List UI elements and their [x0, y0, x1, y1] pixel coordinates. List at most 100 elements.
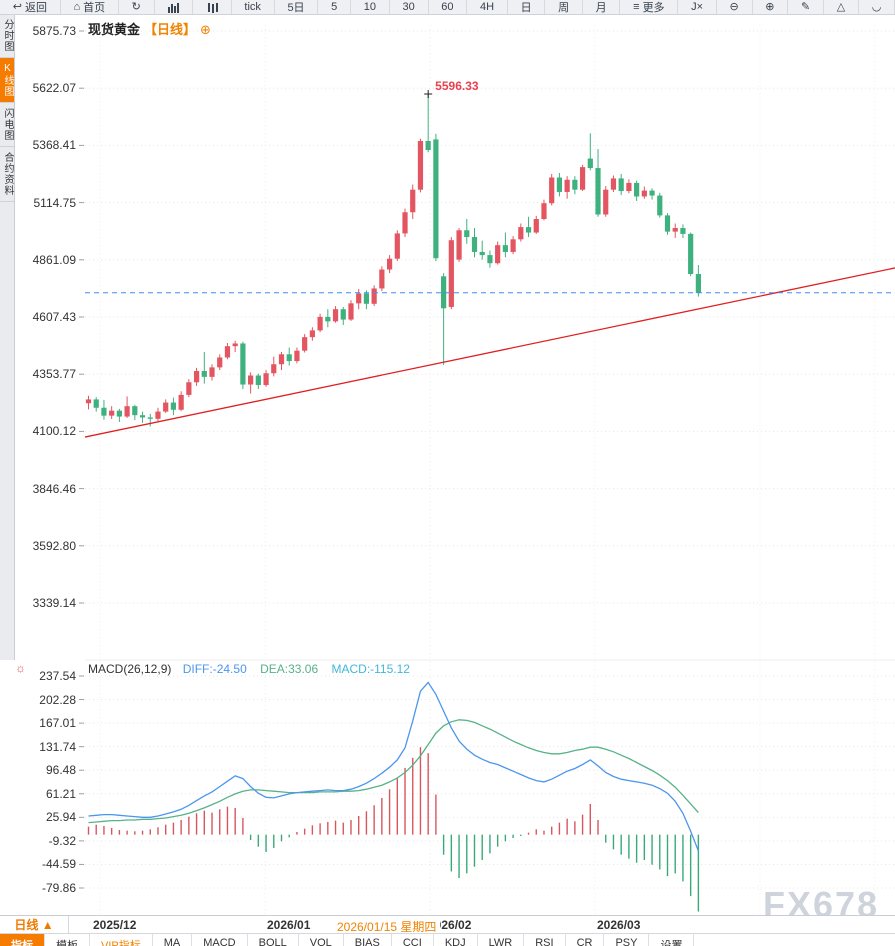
macd-axis-label: 96.48: [45, 763, 76, 778]
instrument-name: 现货黄金: [88, 22, 141, 37]
indicator-tab-BOLL[interactable]: BOLL: [248, 934, 299, 946]
date-label: 2026/01: [267, 918, 311, 932]
macd-axis-label: 167.01: [39, 716, 76, 731]
refresh-icon: ↻: [131, 1, 141, 13]
sidebar-tab-K线图[interactable]: K线图: [0, 58, 14, 103]
back-icon: ↩: [12, 1, 22, 13]
macd-macd-value: MACD:-115.12: [331, 662, 410, 676]
indicator-tab-PSY[interactable]: PSY: [604, 934, 650, 946]
toolbar-item-period-5[interactable]: 5: [318, 0, 351, 14]
toolbar-item-period-5d[interactable]: 5日: [275, 0, 319, 14]
toolbar-item-tick[interactable]: tick: [232, 0, 275, 14]
indicator-tab-CCI[interactable]: CCI: [392, 934, 434, 946]
indicator-tab-VOL[interactable]: VOL: [299, 934, 344, 946]
macd-axis-label: -79.86: [41, 881, 76, 895]
toolbar-item-draw-triangle[interactable]: △: [824, 0, 859, 14]
toolbar-item-label: 月: [595, 2, 607, 14]
sidebar-tab-合约资料[interactable]: 合约资料: [0, 147, 14, 202]
price-axis-label: 4861.09: [32, 252, 76, 267]
home-icon: ⌂: [73, 1, 81, 13]
indicator-tab-RSI[interactable]: RSI: [524, 934, 566, 946]
toolbar-item-period-month[interactable]: 月: [583, 0, 621, 14]
indicator-tab-MA[interactable]: MA: [153, 934, 193, 946]
price-axis-label: 3846.46: [32, 481, 76, 496]
toolbar-item-period-60[interactable]: 60: [429, 0, 468, 14]
period-tag: 【日线】: [144, 22, 197, 37]
toolbar-item-zoom-in[interactable]: ⊕: [753, 0, 789, 14]
toolbar-item-candlestick[interactable]: [193, 0, 232, 14]
indicator-tabs: 指标 模板 VIP指标 MA MACD BOLL VOL BIAS CCI KDJ LWR RSI CR…: [0, 933, 895, 946]
macd-axis-label: 61.21: [45, 786, 76, 801]
macd-axis-label: -9.32: [48, 833, 76, 848]
toolbar-item-zoom-out[interactable]: ⊖: [717, 0, 753, 14]
chart-title: 现货黄金 【日线】 ⊕: [88, 19, 211, 38]
toolbar-item-home[interactable]: ⌂ 首页: [61, 0, 119, 14]
macd-axis-label: -44.59: [41, 857, 76, 872]
macd-axis-label: 131.74: [39, 739, 76, 754]
more-icon: ≡: [633, 1, 640, 13]
date-label: 2026/03: [597, 918, 641, 932]
price-axis-label: 5622.07: [32, 81, 76, 96]
toolbar-item-refresh[interactable]: ↻: [119, 0, 155, 14]
high-annotation: 5596.33: [435, 79, 479, 93]
toolbar-item-period-30[interactable]: 30: [390, 0, 429, 14]
indicator-tab-CR[interactable]: CR: [566, 934, 605, 946]
toolbar-item-label: tick: [244, 1, 261, 13]
toolbar-item-label: 返回: [24, 2, 47, 14]
toolbar-item-period-4h[interactable]: 4H: [467, 0, 508, 14]
toolbar-item-label: 4H: [480, 1, 495, 13]
price-axis-label: 3592.80: [32, 538, 76, 553]
add-instrument-icon[interactable]: ⊕: [200, 22, 211, 37]
bar-chart-icon: [168, 2, 180, 13]
toolbar-item-label: 60: [441, 1, 454, 13]
price-axis-label: 3339.14: [32, 596, 76, 610]
toolbar-item-back[interactable]: ↩ 返回: [0, 0, 61, 14]
toolbar-item-indicator-fx[interactable]: J×: [678, 0, 717, 14]
toolbar: ↩ 返回 ⌂ 首页 ↻ tick 5日 5 10 30 60 4H 日周月 ≡ 更多 J× ⊖ ⊕ ✎ △ ◡: [0, 0, 895, 15]
price-axis-label: 4353.77: [32, 367, 76, 382]
sidebar-tab-闪电图[interactable]: 闪电图: [0, 103, 14, 147]
macd-axis-label: 25.94: [45, 810, 76, 825]
toolbar-item-label: 周: [558, 2, 570, 14]
macd-header: MACD(26,12,9) DIFF:-24.50 DEA:33.06 MACD…: [88, 662, 410, 676]
macd-diff-value: DIFF:-24.50: [182, 662, 247, 676]
indicator-tab-设置[interactable]: 设置: [649, 934, 695, 946]
toolbar-item-draw-arc[interactable]: ◡: [859, 0, 895, 14]
indicator-tab-LWR[interactable]: LWR: [478, 934, 525, 946]
toolbar-item-draw-pencil[interactable]: ✎: [788, 0, 824, 14]
indicator-tab-VIP指标[interactable]: VIP指标: [90, 934, 153, 946]
zoom-out-icon: ⊖: [729, 1, 739, 13]
indicator-tab-MACD[interactable]: MACD: [192, 934, 248, 946]
draw-pencil-icon: ✎: [801, 1, 811, 13]
toolbar-item-label: J×: [691, 1, 704, 13]
zoom-in-icon: ⊕: [765, 1, 775, 13]
toolbar-item-period-week[interactable]: 周: [545, 0, 583, 14]
toolbar-item-label: 10: [363, 1, 376, 13]
indicator-tab-KDJ[interactable]: KDJ: [434, 934, 478, 946]
toolbar-item-label: 5日: [287, 2, 305, 14]
indicator-tab-模板[interactable]: 模板: [45, 934, 90, 946]
toolbar-item-more[interactable]: ≡ 更多: [620, 0, 679, 14]
indicator-settings-icon[interactable]: ☼: [15, 661, 26, 675]
macd-axis-label: 237.54: [39, 669, 76, 683]
toolbar-item-label: 5: [331, 1, 338, 13]
toolbar-item-label: 日: [520, 2, 532, 14]
sidebar-tab-分时图[interactable]: 分时图: [0, 14, 14, 58]
indicator-tab-BIAS[interactable]: BIAS: [344, 934, 392, 946]
price-axis-label: 4100.12: [32, 424, 76, 439]
price-axis-label: 4607.43: [32, 310, 76, 324]
sidebar: 分时图 K线图 闪电图 合约资料: [0, 14, 15, 660]
toolbar-item-label: 30: [402, 1, 415, 13]
macd-dea-value: DEA:33.06: [260, 662, 319, 676]
crosshair-date-label: 2026/01/15 星期四: [337, 918, 441, 935]
toolbar-item-label: 更多: [642, 2, 665, 14]
toolbar-item-period-10[interactable]: 10: [351, 0, 390, 14]
toolbar-item-period-day[interactable]: 日: [508, 0, 546, 14]
date-axis: 日线 ▲ 2025/12 2026/01 2026/02 2026/03 2026/01…: [0, 915, 895, 935]
macd-axis-label: 202.28: [39, 692, 76, 707]
toolbar-item-bar-chart[interactable]: [155, 0, 194, 14]
indicator-tab-指标[interactable]: 指标: [0, 934, 45, 946]
period-selector-button[interactable]: 日线 ▲: [0, 916, 69, 934]
